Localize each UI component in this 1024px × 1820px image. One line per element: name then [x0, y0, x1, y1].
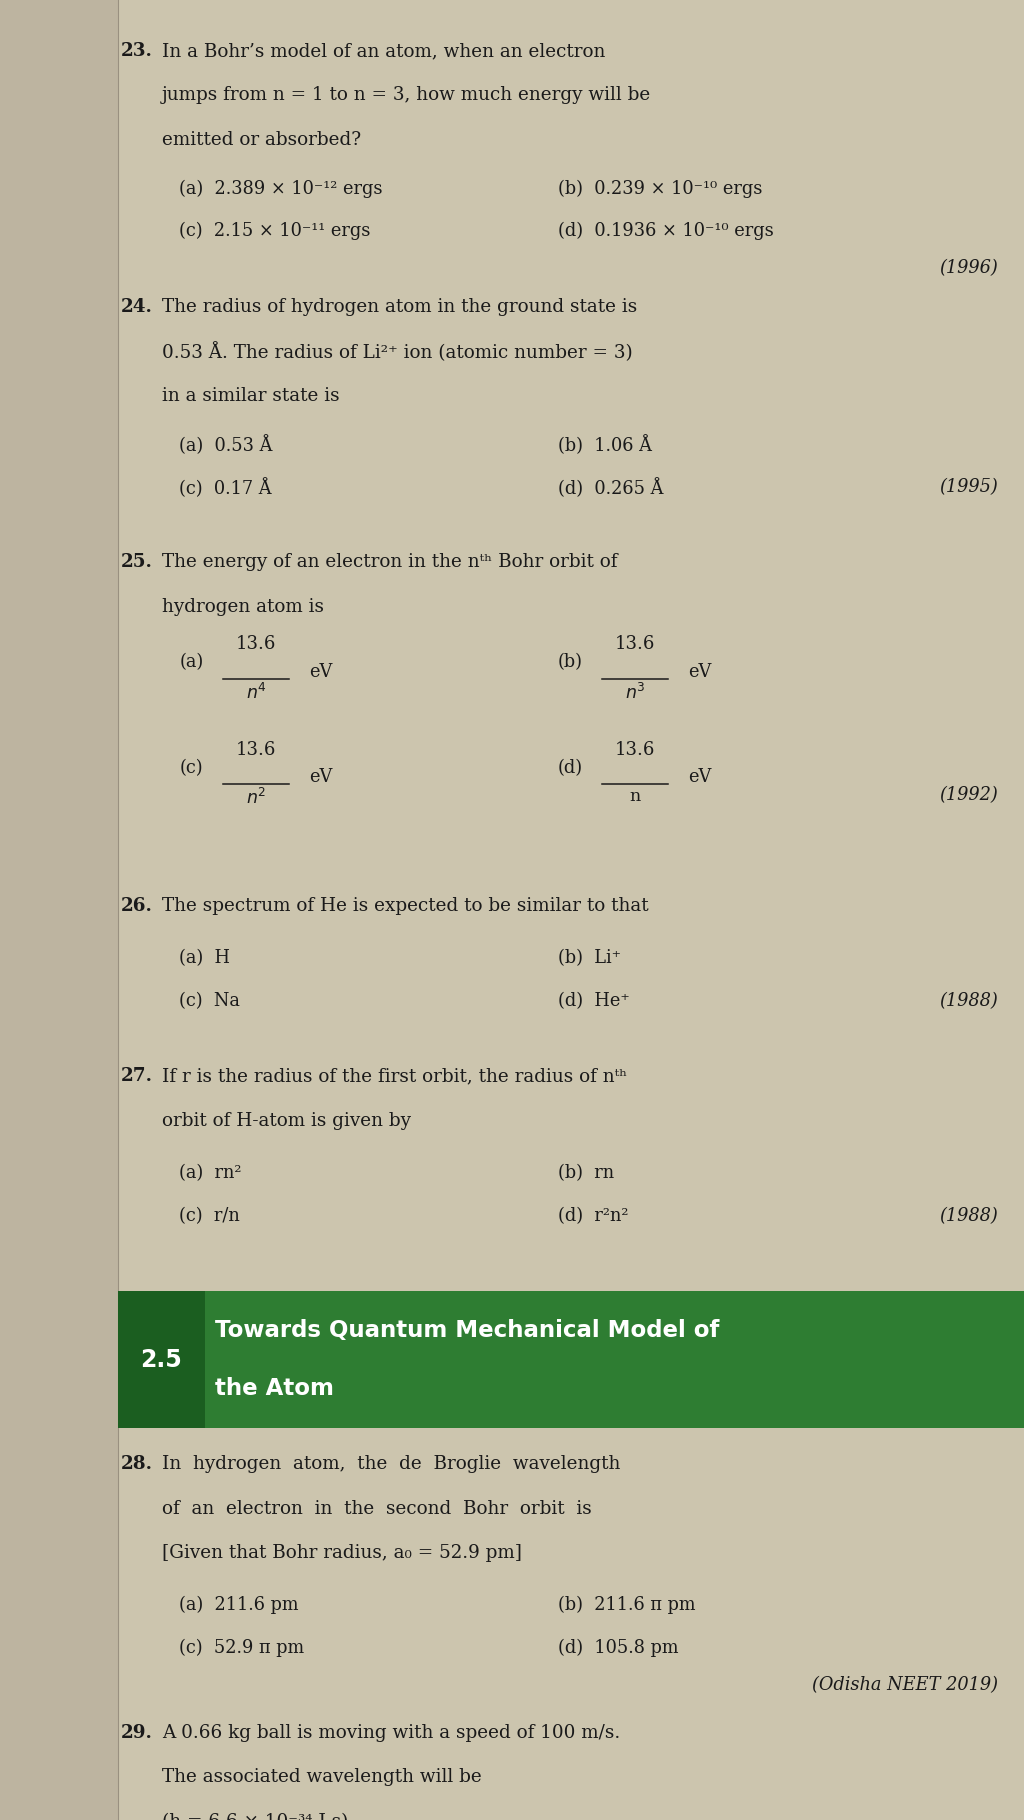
Text: eV: eV — [688, 662, 712, 681]
Text: $n^2$: $n^2$ — [246, 788, 266, 808]
Text: of  an  electron  in  the  second  Bohr  orbit  is: of an electron in the second Bohr orbit … — [162, 1500, 592, 1518]
Text: emitted or absorbed?: emitted or absorbed? — [162, 131, 360, 149]
Text: (a)  rn²: (a) rn² — [179, 1165, 242, 1181]
Text: 26.: 26. — [121, 897, 153, 915]
Text: (1995): (1995) — [940, 477, 998, 495]
Text: 28.: 28. — [121, 1456, 153, 1472]
Text: 13.6: 13.6 — [614, 741, 655, 759]
Text: The associated wavelength will be: The associated wavelength will be — [162, 1769, 481, 1785]
Text: 27.: 27. — [121, 1067, 153, 1085]
Text: In a Bohr’s model of an atom, when an electron: In a Bohr’s model of an atom, when an el… — [162, 42, 605, 60]
Bar — [118, 1292, 205, 1429]
Text: 23.: 23. — [121, 42, 153, 60]
Text: [Given that Bohr radius, a₀ = 52.9 pm]: [Given that Bohr radius, a₀ = 52.9 pm] — [162, 1545, 522, 1562]
Text: (a)  0.53 Å: (a) 0.53 Å — [179, 435, 272, 455]
Text: orbit of H-atom is given by: orbit of H-atom is given by — [162, 1112, 411, 1130]
Text: (d)  105.8 pm: (d) 105.8 pm — [558, 1640, 679, 1658]
Text: If r is the radius of the first orbit, the radius of nᵗʰ: If r is the radius of the first orbit, t… — [162, 1067, 627, 1085]
Text: (1992): (1992) — [940, 786, 998, 804]
Text: 2.5: 2.5 — [140, 1347, 182, 1372]
Text: (b)  0.239 × 10⁻¹⁰ ergs: (b) 0.239 × 10⁻¹⁰ ergs — [558, 180, 763, 198]
Text: (c)  r/n: (c) r/n — [179, 1207, 240, 1225]
Text: 24.: 24. — [121, 297, 153, 315]
Text: The energy of an electron in the nᵗʰ Bohr orbit of: The energy of an electron in the nᵗʰ Boh… — [162, 553, 617, 571]
Text: (b)  rn: (b) rn — [558, 1165, 614, 1181]
Bar — [118, 1292, 1024, 1429]
Text: (b)  1.06 Å: (b) 1.06 Å — [558, 435, 652, 455]
Text: 0.53 Å. The radius of Li²⁺ ion (atomic number = 3): 0.53 Å. The radius of Li²⁺ ion (atomic n… — [162, 342, 633, 362]
Text: The radius of hydrogen atom in the ground state is: The radius of hydrogen atom in the groun… — [162, 297, 637, 315]
Text: 13.6: 13.6 — [614, 635, 655, 653]
Text: n: n — [630, 788, 640, 804]
Text: $n^4$: $n^4$ — [246, 682, 266, 703]
Text: (c): (c) — [179, 759, 203, 777]
Text: (a)  2.389 × 10⁻¹² ergs: (a) 2.389 × 10⁻¹² ergs — [179, 180, 383, 198]
Text: eV: eV — [309, 768, 333, 786]
Bar — [0, 0, 118, 1820]
Text: (b)  211.6 π pm: (b) 211.6 π pm — [558, 1596, 695, 1614]
Text: (1988): (1988) — [940, 1207, 998, 1225]
Text: A 0.66 kg ball is moving with a speed of 100 m/s.: A 0.66 kg ball is moving with a speed of… — [162, 1724, 621, 1742]
Text: (Odisha NEET 2019): (Odisha NEET 2019) — [812, 1676, 998, 1694]
Text: $n^3$: $n^3$ — [625, 682, 645, 703]
Text: In  hydrogen  atom,  the  de  Broglie  wavelength: In hydrogen atom, the de Broglie wavelen… — [162, 1456, 621, 1472]
Text: 13.6: 13.6 — [236, 741, 276, 759]
Text: 13.6: 13.6 — [236, 635, 276, 653]
Text: (c)  Na: (c) Na — [179, 992, 240, 1010]
Text: 29.: 29. — [121, 1724, 153, 1742]
Text: 25.: 25. — [121, 553, 153, 571]
Text: (d): (d) — [558, 759, 584, 777]
Text: (c)  2.15 × 10⁻¹¹ ergs: (c) 2.15 × 10⁻¹¹ ergs — [179, 222, 371, 240]
Text: (b)  Li⁺: (b) Li⁺ — [558, 950, 622, 966]
Text: (d)  r²n²: (d) r²n² — [558, 1207, 629, 1225]
Text: eV: eV — [309, 662, 333, 681]
Text: in a similar state is: in a similar state is — [162, 388, 339, 404]
Text: (c)  52.9 π pm: (c) 52.9 π pm — [179, 1640, 304, 1658]
Text: (a)  H: (a) H — [179, 950, 230, 966]
Text: (b): (b) — [558, 653, 583, 672]
Text: Towards Quantum Mechanical Model of: Towards Quantum Mechanical Model of — [215, 1320, 720, 1341]
Text: (1988): (1988) — [940, 992, 998, 1010]
Text: (a): (a) — [179, 653, 204, 672]
Text: hydrogen atom is: hydrogen atom is — [162, 597, 324, 615]
Text: jumps from n = 1 to n = 3, how much energy will be: jumps from n = 1 to n = 3, how much ener… — [162, 86, 651, 104]
Text: (a)  211.6 pm: (a) 211.6 pm — [179, 1596, 299, 1614]
Text: (d)  He⁺: (d) He⁺ — [558, 992, 630, 1010]
Text: the Atom: the Atom — [215, 1378, 334, 1400]
Text: eV: eV — [688, 768, 712, 786]
Text: (h = 6.6 × 10⁻³⁴ J s): (h = 6.6 × 10⁻³⁴ J s) — [162, 1813, 348, 1820]
Text: (d)  0.265 Å: (d) 0.265 Å — [558, 477, 664, 497]
Text: (c)  0.17 Å: (c) 0.17 Å — [179, 477, 271, 497]
Text: The spectrum of He is expected to be similar to that: The spectrum of He is expected to be sim… — [162, 897, 648, 915]
Text: (d)  0.1936 × 10⁻¹⁰ ergs: (d) 0.1936 × 10⁻¹⁰ ergs — [558, 222, 774, 240]
Text: (1996): (1996) — [940, 258, 998, 277]
